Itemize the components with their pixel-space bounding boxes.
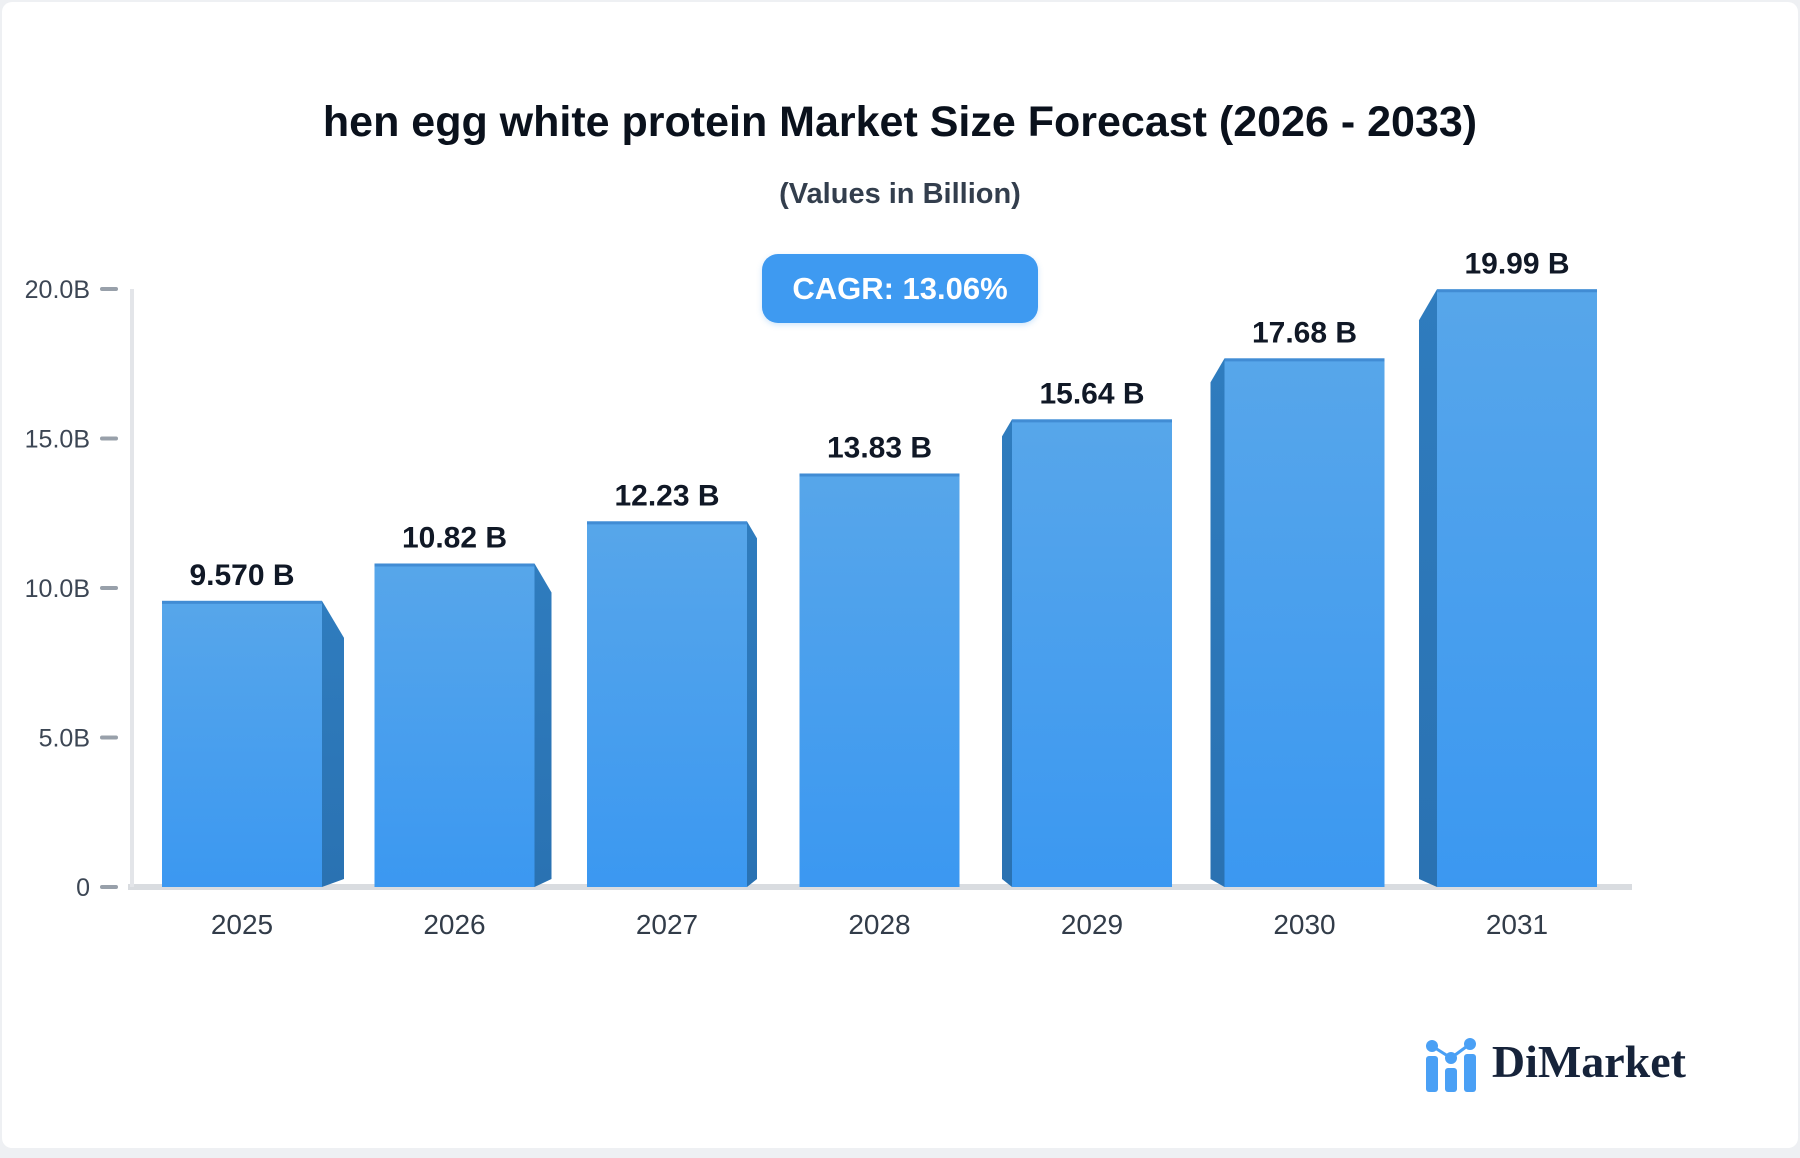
brand-logo: DiMarket — [1424, 1030, 1686, 1094]
bar-2031 — [1437, 289, 1597, 887]
y-tick-dash — [100, 586, 118, 590]
bar-side-face-2030 — [1210, 358, 1225, 887]
bar-value-label-2026: 10.82 B — [402, 521, 507, 554]
bar-value-label-2031: 19.99 B — [1464, 247, 1569, 280]
bar-side-face-2026 — [534, 563, 552, 887]
dimarket-logo-text: DiMarket — [1491, 1036, 1686, 1087]
x-axis-label-2031: 2031 — [1486, 909, 1548, 940]
bar-value-label-2030: 17.68 B — [1252, 316, 1357, 349]
y-axis-line — [130, 289, 134, 887]
y-tick-dash — [100, 436, 118, 441]
bar-side-face-2029 — [1002, 419, 1012, 887]
bar-value-label-2025: 9.570 B — [189, 559, 294, 592]
cagr-badge: CAGR: 13.06% — [762, 254, 1038, 324]
x-axis-label-2030: 2030 — [1273, 909, 1335, 940]
x-axis-label-2028: 2028 — [848, 909, 910, 940]
y-tick-label: 5.0B — [39, 725, 90, 753]
bar-side-face-2031 — [1419, 289, 1437, 887]
x-axis-label-2029: 2029 — [1061, 909, 1123, 940]
cagr-badge-wrap: CAGR: 13.06% — [2, 254, 1798, 324]
y-tick-label: 0 — [76, 874, 90, 902]
y-tick-label: 20.0B — [25, 276, 90, 304]
bar-2026 — [374, 563, 535, 887]
bar-2029 — [1012, 419, 1172, 887]
bar-2030 — [1224, 358, 1385, 887]
bar-value-label-2029: 15.64 B — [1039, 377, 1144, 410]
y-tick-dash — [100, 735, 118, 740]
x-axis-label-2025: 2025 — [211, 909, 273, 940]
chart-title: hen egg white protein Market Size Foreca… — [322, 98, 1478, 146]
bar-2028 — [799, 473, 960, 887]
y-tick-dash — [100, 885, 118, 889]
chart-subtitle: (Values in Billion) — [779, 178, 1021, 210]
bar-2027 — [587, 521, 747, 887]
y-tick-dash — [100, 287, 118, 291]
bar-side-face-2027 — [747, 521, 757, 887]
bar-side-face-2025 — [322, 600, 344, 887]
bar-value-label-2028: 13.83 B — [827, 431, 932, 464]
x-axis-label-2026: 2026 — [423, 909, 485, 940]
bar-2025 — [162, 600, 322, 887]
y-tick-label: 10.0B — [25, 575, 90, 603]
dimarket-logo-icon — [1425, 1038, 1476, 1092]
y-tick-label: 15.0B — [25, 426, 90, 454]
bar-value-label-2027: 12.23 B — [614, 479, 719, 512]
x-axis-label-2027: 2027 — [636, 909, 698, 940]
